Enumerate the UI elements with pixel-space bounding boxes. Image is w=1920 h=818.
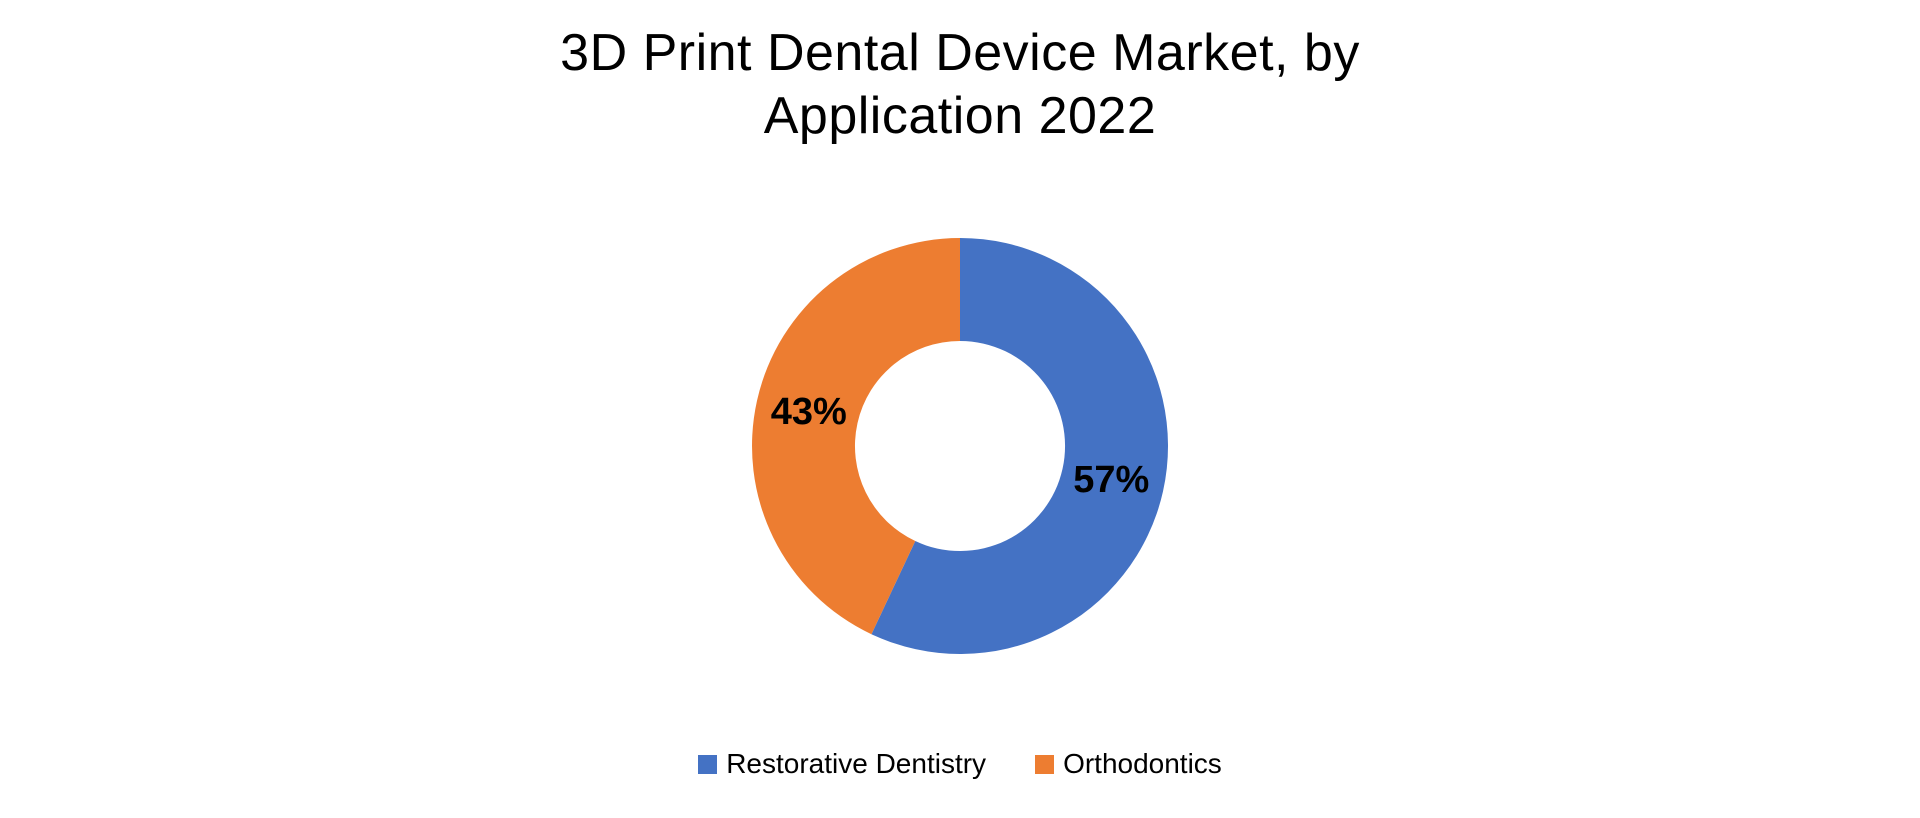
donut-slice-restorative-dentistry <box>871 238 1169 654</box>
chart-legend: Restorative Dentistry Orthodontics <box>0 738 1920 790</box>
legend-swatch-icon <box>698 754 718 774</box>
data-label-orthodontics: 43% <box>771 391 847 433</box>
donut-slice-orthodontics <box>752 238 960 635</box>
chart-title-line-2: Application 2022 <box>763 87 1157 145</box>
legend-item-orthodontics: Orthodontics <box>1035 750 1222 778</box>
donut-svg: 57% 43% <box>752 238 1169 654</box>
chart-title-line-1: 3D Print Dental Device Market, by <box>560 24 1360 82</box>
legend-swatch-icon <box>1035 754 1055 774</box>
chart-title: 3D Print Dental Device Market, by Applic… <box>0 22 1920 148</box>
legend-label: Orthodontics <box>1063 748 1222 779</box>
data-label-restorative-dentistry: 57% <box>1073 459 1149 501</box>
legend-label: Restorative Dentistry <box>726 748 987 779</box>
legend-item-restorative-dentistry: Restorative Dentistry <box>698 750 986 778</box>
donut-chart: 57% 43% <box>750 236 1170 656</box>
